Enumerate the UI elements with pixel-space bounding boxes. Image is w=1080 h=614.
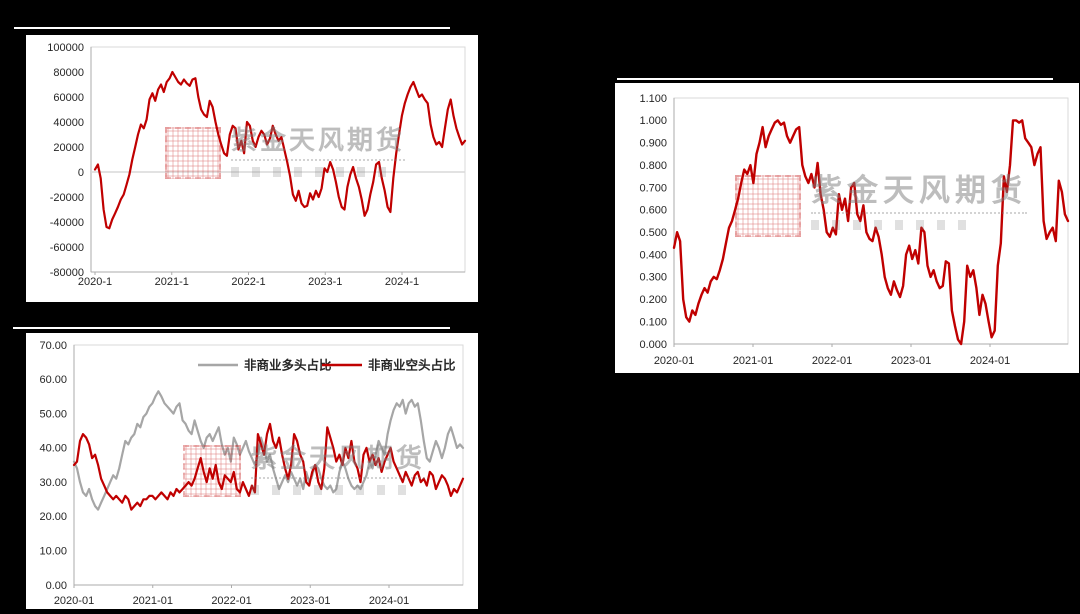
y-tick-label: 20000: [53, 142, 84, 154]
y-tick-label: 0.800: [639, 160, 667, 172]
series-line-cot_net: [93, 70, 467, 230]
series-line-sl_ratio: [672, 119, 1070, 346]
x-tick-label: 2020-01: [654, 355, 694, 367]
y-tick-label: 0.400: [639, 249, 667, 261]
x-tick-label: 2023-01: [891, 355, 931, 367]
position-share-line-chart: 70.00 60.00 50.00 40.00 30.00 20.00 10.00 0.00 2…: [39, 340, 465, 607]
y-tick-label: 60.00: [39, 374, 67, 386]
y-tick-label: 20.00: [39, 511, 67, 523]
x-tick-label: 2021-01: [133, 595, 173, 607]
y-tick-label: -80000: [50, 267, 84, 279]
y-tick-label: 0.500: [639, 227, 667, 239]
y-tick-label: -40000: [50, 217, 84, 229]
y-tick-label: -60000: [50, 242, 84, 254]
y-tick-label: 1.000: [639, 115, 667, 127]
plot-frame: [73, 344, 464, 586]
y-tick-label: 0.200: [639, 294, 667, 306]
divider-line-top-left: [14, 27, 450, 29]
y-tick-label: 0.700: [639, 182, 667, 194]
series-line-非商业多头占比: [72, 390, 465, 511]
y-tick-label: 0.000: [639, 339, 667, 351]
legend-label: 非商业空头占比: [368, 358, 456, 373]
y-tick-label: 60000: [53, 92, 84, 104]
x-tick-label: 2024-01: [369, 595, 409, 607]
y-tick-label: 0.100: [639, 316, 667, 328]
y-tick-label: 100000: [47, 42, 84, 54]
y-tick-label: -20000: [50, 192, 84, 204]
x-tick-label: 2020-1: [78, 276, 112, 288]
y-tick-label: 80000: [53, 67, 84, 79]
y-tick-label: 1.100: [639, 93, 667, 105]
x-tick-label: 2020-01: [54, 595, 94, 607]
series-line-非商业空头占比: [72, 422, 465, 511]
x-tick-label: 2023-01: [290, 595, 330, 607]
x-tick-label: 2021-1: [155, 276, 189, 288]
x-tick-label: 2022-01: [812, 355, 852, 367]
x-tick-label: 2024-1: [385, 276, 419, 288]
x-tick-label: 2022-01: [211, 595, 251, 607]
chart-panel-position-share: 70.00 60.00 50.00 40.00 30.00 20.00 10.00 0.00 2…: [26, 333, 478, 609]
x-tick-label: 2021-01: [733, 355, 773, 367]
y-tick-label: 0.00: [46, 580, 67, 592]
y-tick-label: 30.00: [39, 477, 67, 489]
y-tick-label: 40000: [53, 117, 84, 129]
y-tick-label: 0: [78, 167, 84, 179]
x-tick-label: 2022-1: [231, 276, 265, 288]
y-tick-label: 50.00: [39, 408, 67, 420]
y-tick-label: 10.00: [39, 546, 67, 558]
y-tick-label: 40.00: [39, 443, 67, 455]
divider-line-right: [617, 78, 1053, 80]
y-tick-label: 0.900: [639, 138, 667, 150]
y-tick-label: 0.600: [639, 205, 667, 217]
x-tick-label: 2023-1: [308, 276, 342, 288]
divider-line-bottom-left: [13, 327, 450, 329]
y-tick-label: 70.00: [39, 340, 67, 352]
chart-panel-short-long-ratio: 1.100 1.000 0.900 0.800 0.700 0.600 0.500 0.400…: [615, 83, 1079, 373]
short-long-ratio-line-chart: 1.100 1.000 0.900 0.800 0.700 0.600 0.500 0.400…: [639, 93, 1070, 367]
net-position-line-chart: 100000 80000 60000 40000 20000 0 -20000 -40000 -…: [47, 42, 467, 288]
legend-label: 非商业多头占比: [244, 358, 332, 373]
y-tick-label: 0.300: [639, 272, 667, 284]
chart-panel-net-position: 100000 80000 60000 40000 20000 0 -20000 -40000 -…: [26, 35, 478, 302]
plot-frame: [90, 46, 466, 273]
x-tick-label: 2024-01: [970, 355, 1010, 367]
